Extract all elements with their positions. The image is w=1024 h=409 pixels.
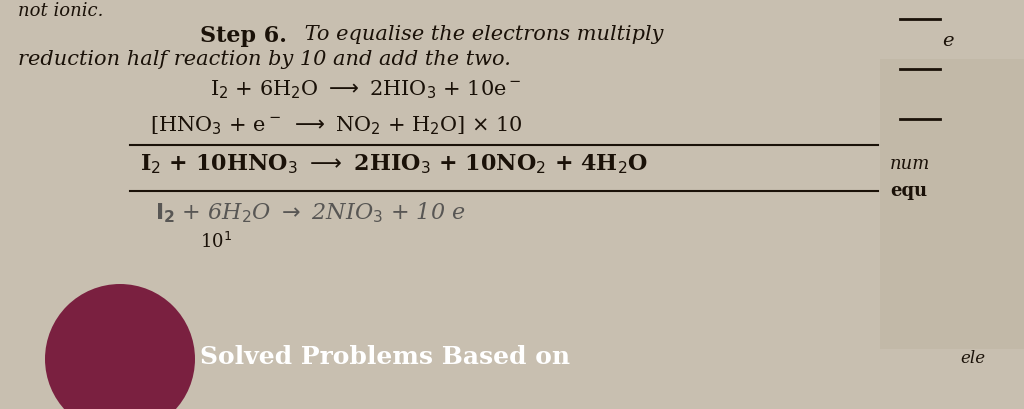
Text: Step 6.: Step 6. bbox=[200, 25, 287, 47]
Bar bbox=[880, 60, 1024, 349]
Text: num: num bbox=[890, 155, 931, 173]
Text: To equalise the electrons multiply: To equalise the electrons multiply bbox=[298, 25, 664, 44]
Text: Solved Problems Based on: Solved Problems Based on bbox=[200, 344, 570, 368]
Text: reduction half reaction by 10 and add the two.: reduction half reaction by 10 and add th… bbox=[18, 50, 511, 69]
Text: I$_2$ + 10HNO$_3$ $\longrightarrow$ 2HIO$_3$ + 10NO$_2$ + 4H$_2$O: I$_2$ + 10HNO$_3$ $\longrightarrow$ 2HIO… bbox=[140, 152, 648, 175]
Text: ele: ele bbox=[961, 349, 985, 366]
Text: I$_2$ + 6H$_2$O $\longrightarrow$ 2HIO$_3$ + 10e$^-$: I$_2$ + 6H$_2$O $\longrightarrow$ 2HIO$_… bbox=[210, 78, 521, 100]
Text: [HNO$_3$ + e$^-$ $\longrightarrow$ NO$_2$ + H$_2$O] $\times$ 10: [HNO$_3$ + e$^-$ $\longrightarrow$ NO$_2… bbox=[150, 114, 523, 136]
Text: e: e bbox=[942, 32, 953, 50]
Text: 10$^1$: 10$^1$ bbox=[200, 231, 232, 252]
Text: $\mathbf{I_2}$ + 6H$_2$O $\rightarrow$ 2NIO$_3$ + 10 e: $\mathbf{I_2}$ + 6H$_2$O $\rightarrow$ 2… bbox=[155, 200, 466, 224]
Text: equ: equ bbox=[890, 182, 927, 200]
Circle shape bbox=[45, 284, 195, 409]
Text: not ionic.: not ionic. bbox=[18, 2, 103, 20]
